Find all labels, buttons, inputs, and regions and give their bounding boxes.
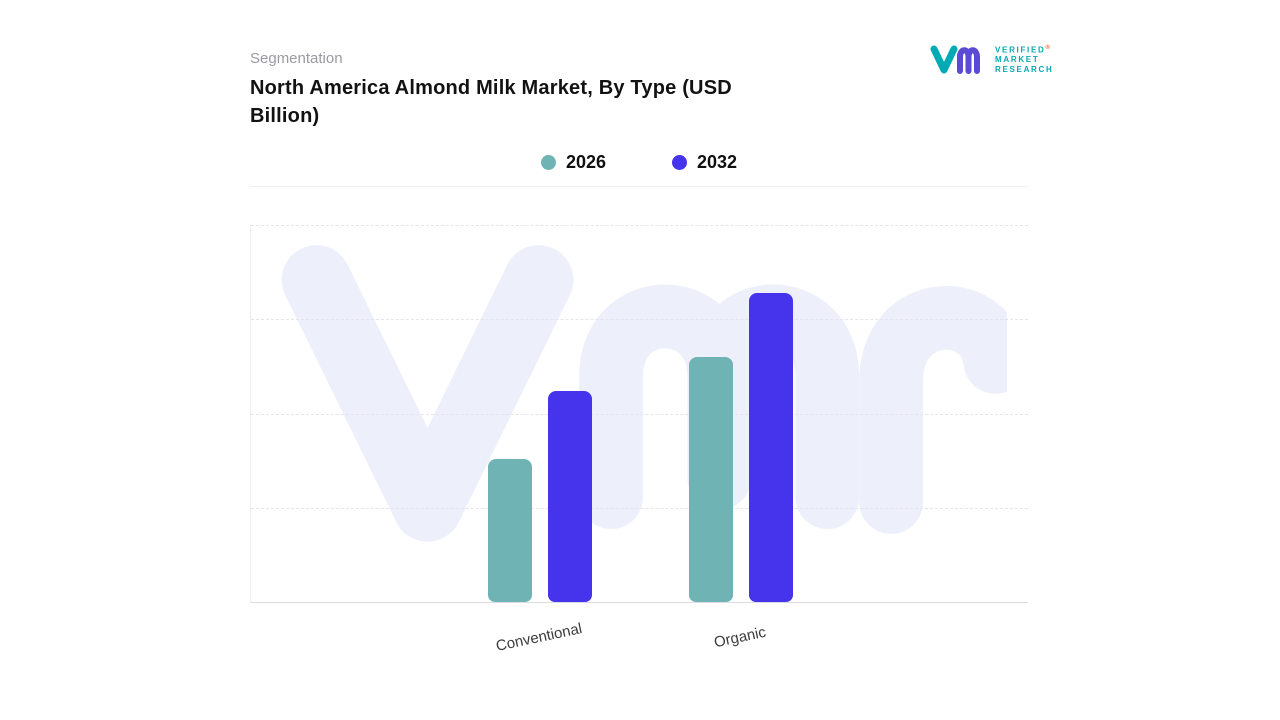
watermark — [281, 245, 1007, 542]
vmr-logo-icon — [930, 45, 980, 74]
x-label-organic: Organic — [712, 623, 768, 652]
eyebrow-label: Segmentation — [250, 50, 343, 67]
gridline-1 — [251, 319, 1028, 321]
logo-line-1: VERIFIED — [995, 45, 1046, 55]
legend-swatch-2032 — [672, 154, 687, 170]
header-divider — [250, 186, 1028, 187]
legend: 2026 2032 — [250, 150, 1028, 174]
logo-line-2: MARKET — [995, 55, 1040, 65]
x-axis-labels: Conventional Organic — [250, 603, 1028, 683]
legend-label-2026: 2026 — [565, 151, 606, 172]
legend-item-2026: 2026 — [540, 150, 606, 174]
logo-glyph-v — [930, 45, 958, 74]
vmr-logo: VERIFIED® MARKET RESEARCH — [930, 40, 1054, 78]
plot-area — [250, 225, 1028, 603]
gridline-3 — [251, 507, 1028, 509]
logo-wordmark: VERIFIED® MARKET RESEARCH — [995, 43, 1054, 76]
bar-organic-2026 — [689, 357, 733, 602]
x-label-conventional: Conventional — [494, 620, 584, 655]
gridline-0 — [251, 225, 1028, 226]
registered-mark: ® — [1045, 44, 1050, 51]
page-title: North America Almond Milk Market, By Typ… — [250, 77, 732, 127]
legend-item-2032: 2032 — [672, 150, 737, 174]
bar-conventional-2026 — [488, 459, 532, 602]
legend-label-2032: 2032 — [697, 151, 738, 172]
gridline-2 — [251, 413, 1028, 415]
bar-conventional-2032 — [548, 391, 592, 602]
logo-line-3: RESEARCH — [995, 65, 1054, 75]
logo-glyph-m — [957, 47, 980, 74]
bar-organic-2032 — [749, 293, 793, 602]
legend-swatch-2026 — [540, 154, 556, 170]
